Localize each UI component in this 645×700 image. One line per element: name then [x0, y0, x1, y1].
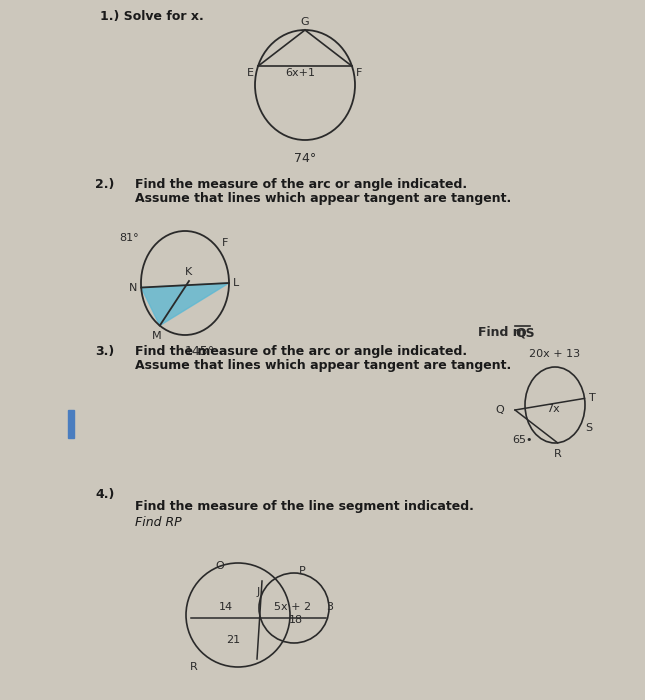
Text: 145°: 145° [185, 345, 215, 358]
Text: Assume that lines which appear tangent are tangent.: Assume that lines which appear tangent a… [135, 359, 511, 372]
Text: 4.): 4.) [95, 488, 114, 501]
Text: F: F [356, 68, 362, 78]
Polygon shape [141, 283, 229, 326]
Text: 65•: 65• [512, 435, 533, 445]
Text: 1.) Solve for x.: 1.) Solve for x. [100, 10, 204, 23]
Text: 21: 21 [226, 635, 240, 645]
Text: S: S [585, 423, 592, 433]
Text: Assume that lines which appear tangent are tangent.: Assume that lines which appear tangent a… [135, 192, 511, 205]
Text: 6x+1: 6x+1 [285, 68, 315, 78]
Text: 81°: 81° [119, 233, 139, 243]
Text: J: J [257, 587, 260, 597]
Text: P: P [299, 566, 306, 576]
Text: 20x + 13: 20x + 13 [530, 349, 580, 359]
Text: 5x + 2: 5x + 2 [274, 602, 311, 612]
Text: Find the measure of the arc or angle indicated.: Find the measure of the arc or angle ind… [135, 178, 467, 191]
Text: F: F [222, 237, 228, 248]
Text: Find the measure of the arc or angle indicated.: Find the measure of the arc or angle ind… [135, 345, 467, 358]
Text: 14: 14 [219, 602, 233, 612]
Text: R: R [190, 662, 198, 672]
Text: 3.): 3.) [95, 345, 114, 358]
Text: E: E [247, 68, 254, 78]
Text: QS: QS [515, 326, 535, 339]
Text: L: L [233, 278, 239, 288]
Text: Find m: Find m [478, 326, 526, 339]
Text: K: K [185, 267, 193, 277]
Text: R: R [554, 449, 562, 459]
Text: Find the measure of the line segment indicated.: Find the measure of the line segment ind… [135, 500, 474, 513]
Text: O: O [215, 561, 224, 571]
Text: 2.): 2.) [95, 178, 114, 191]
Text: 3: 3 [326, 602, 333, 612]
Text: M: M [152, 330, 162, 341]
Text: 7x: 7x [546, 404, 560, 414]
Text: Q: Q [495, 405, 504, 415]
Text: T: T [588, 393, 595, 403]
Text: 74°: 74° [294, 152, 316, 165]
Text: G: G [301, 17, 310, 27]
Text: Find RP: Find RP [135, 516, 182, 529]
Bar [68, 410, 74, 438]
Text: 18: 18 [289, 615, 303, 625]
Text: N: N [129, 283, 137, 293]
